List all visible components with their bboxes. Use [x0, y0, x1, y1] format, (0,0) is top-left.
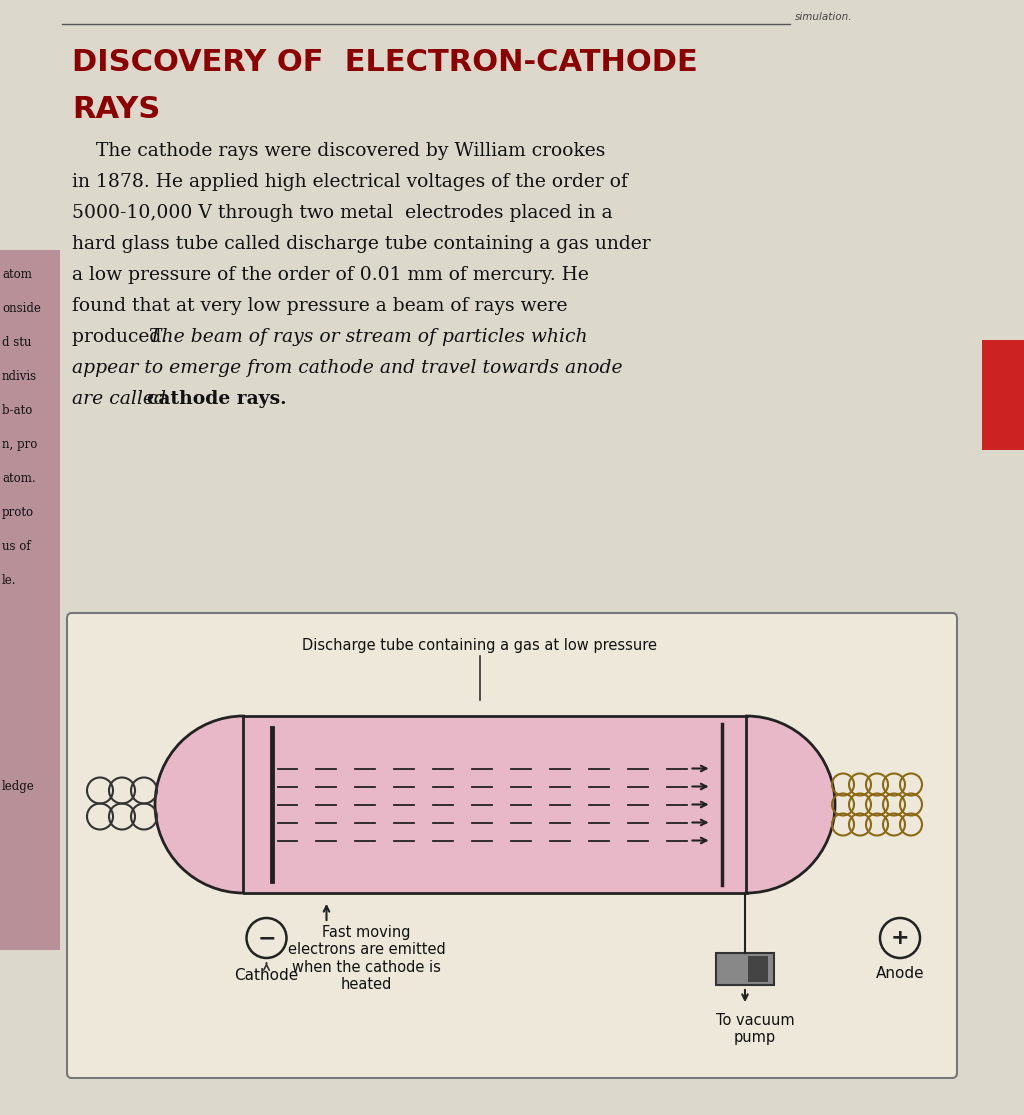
Text: n, pro: n, pro — [2, 438, 43, 450]
FancyBboxPatch shape — [244, 716, 746, 893]
Text: 5000-10,000 V through two metal  electrodes placed in a: 5000-10,000 V through two metal electrod… — [72, 204, 612, 222]
Text: Cathode: Cathode — [234, 968, 299, 983]
Text: found that at very low pressure a beam of rays were: found that at very low pressure a beam o… — [72, 297, 567, 316]
Text: Anode: Anode — [876, 966, 925, 981]
Text: Discharge tube containing a gas at low pressure: Discharge tube containing a gas at low p… — [302, 638, 657, 653]
Wedge shape — [155, 716, 244, 893]
Text: onside: onside — [2, 302, 41, 316]
Text: us of: us of — [2, 540, 37, 553]
Text: d stu: d stu — [2, 336, 37, 349]
Text: Fast moving
electrons are emitted
when the cathode is
heated: Fast moving electrons are emitted when t… — [288, 925, 445, 992]
Text: appear to emerge from cathode and travel towards anode: appear to emerge from cathode and travel… — [72, 359, 623, 377]
Bar — [982, 340, 1024, 450]
Wedge shape — [746, 716, 835, 893]
Text: proto: proto — [2, 506, 34, 518]
Text: −: − — [257, 928, 275, 948]
Text: The cathode rays were discovered by William crookes: The cathode rays were discovered by Will… — [72, 142, 605, 159]
Text: simulation.: simulation. — [795, 12, 853, 22]
Bar — [0, 250, 60, 950]
Text: ledge: ledge — [2, 780, 35, 793]
Text: le.: le. — [2, 574, 16, 586]
Text: The beam of rays or stream of particles which: The beam of rays or stream of particles … — [150, 328, 588, 346]
Text: produced.: produced. — [72, 328, 173, 346]
Text: To vacuum
pump: To vacuum pump — [716, 1014, 795, 1046]
Text: atom: atom — [2, 268, 32, 281]
Text: in 1878. He applied high electrical voltages of the order of: in 1878. He applied high electrical volt… — [72, 173, 628, 191]
Text: atom.: atom. — [2, 472, 36, 485]
Text: DISCOVERY OF  ELECTRON-CATHODE: DISCOVERY OF ELECTRON-CATHODE — [72, 48, 697, 77]
Text: are called: are called — [72, 390, 172, 408]
Text: a low pressure of the order of 0.01 mm of mercury. He: a low pressure of the order of 0.01 mm o… — [72, 266, 589, 284]
Bar — [716, 953, 774, 985]
Text: cathode rays.: cathode rays. — [147, 390, 287, 408]
Text: ndivis: ndivis — [2, 370, 37, 382]
Text: b-ato: b-ato — [2, 404, 38, 417]
Text: hard glass tube called discharge tube containing a gas under: hard glass tube called discharge tube co… — [72, 235, 650, 253]
Text: RAYS: RAYS — [72, 95, 160, 124]
Bar — [748, 956, 768, 982]
Text: +: + — [891, 928, 909, 948]
FancyBboxPatch shape — [67, 613, 957, 1078]
